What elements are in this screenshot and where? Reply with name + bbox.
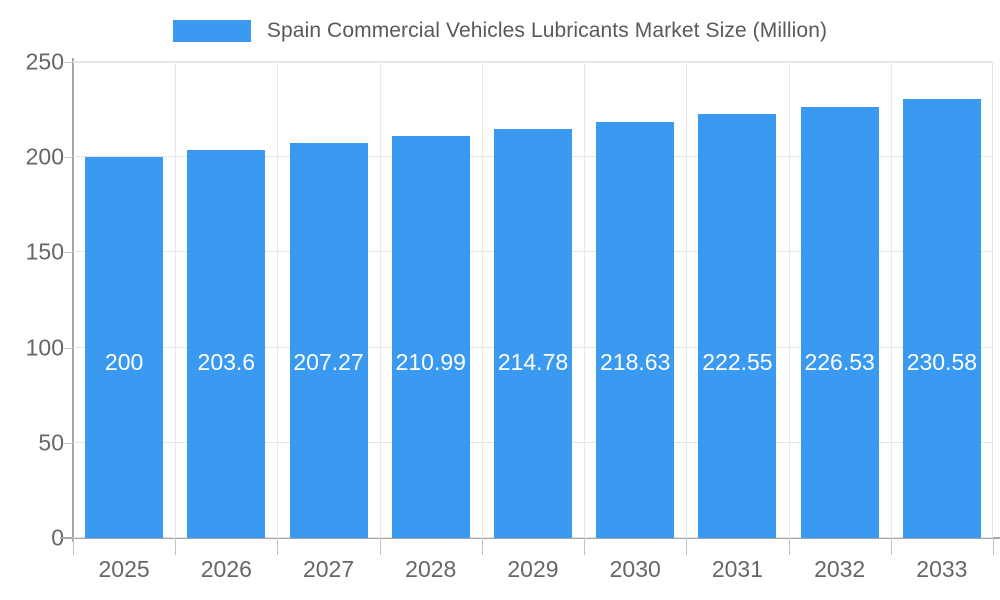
y-axis-tick-label: 250 [25,48,64,75]
bar-value-label: 207.27 [293,349,364,375]
bar-2031[interactable] [698,114,777,538]
gridline-vertical [277,63,279,538]
y-axis-ticks: 0 50 100 150 200 250 [0,50,73,549]
bar-value-label: 200 [104,349,144,375]
bar-2028[interactable] [391,136,470,538]
y-axis-tick-mark [64,252,73,254]
y-axis-line [72,58,74,542]
y-axis-tick-label: 200 [25,143,64,170]
bar-2033[interactable] [902,98,981,538]
bar-value-label: 230.58 [906,349,978,375]
bar-2030[interactable] [596,121,675,538]
bar-value-label: 214.78 [497,349,569,375]
x-axis-tick-mark [584,538,586,555]
x-axis-tick-label-2028: 2028 [405,556,457,582]
x-axis-tick-label-2026: 2026 [200,556,252,582]
gridline-vertical [686,63,688,538]
x-axis-tick-mark [788,538,790,555]
bar-2025[interactable] [85,157,164,538]
legend-item-label: Spain Commercial Vehicles Lubricants Mar… [266,19,828,42]
gridline-vertical [788,63,790,538]
x-axis-tick-mark [993,538,994,555]
x-axis-tick-label-2029: 2029 [507,556,559,582]
x-axis-tick-mark [379,538,381,555]
bar-2026[interactable] [187,150,266,538]
y-axis-tick-mark [64,62,73,63]
x-axis-tick-label-2032: 2032 [814,556,866,582]
x-axis-line [60,537,1000,539]
gridline-vertical [379,63,381,538]
x-axis-tick-mark [890,538,892,555]
y-axis-tick-mark [64,347,73,349]
plot-area: 200 203.6 207.27 210.99 214.78 218.63 222.55 22… [73,61,993,538]
bar-value-label: 218.63 [600,349,671,375]
gridline-vertical [175,63,177,538]
bar-2027[interactable] [289,143,368,538]
gridline-vertical [584,63,586,538]
bar-value-label: 203.6 [197,349,256,375]
y-axis-tick-label: 0 [51,524,64,551]
x-axis-tick-label-2030: 2030 [609,556,661,582]
gridline-horizontal [73,61,992,62]
bar-2029[interactable] [494,129,572,538]
legend-color-swatch [172,20,251,42]
gridline-vertical [890,63,892,538]
y-axis-tick-label: 100 [25,334,64,361]
x-axis-tick-mark [481,538,483,555]
x-axis-tick-label-2031: 2031 [711,556,764,582]
x-axis-tick-mark [686,538,688,555]
bar-value-label: 210.99 [395,349,466,375]
y-axis-tick-label: 150 [25,238,64,265]
y-axis-tick-label: 50 [38,429,64,456]
x-axis-tick-label-2033: 2033 [916,556,968,582]
x-axis-tick-label-2025: 2025 [98,556,150,582]
y-axis-tick-mark [64,157,73,159]
y-axis-tick-mark [64,442,73,444]
x-axis-tick-mark [277,538,279,555]
gridline-vertical [481,63,483,538]
x-axis-tick-label-2027: 2027 [302,556,355,582]
bar-value-label: 226.53 [804,349,875,375]
x-axis-tick-mark [175,538,177,555]
bar-value-label: 222.55 [702,349,773,375]
x-axis-tick-mark [73,538,74,555]
bar-2032[interactable] [800,106,879,538]
legend-item-0[interactable]: Spain Commercial Vehicles Lubricants Mar… [172,19,828,43]
chart-legend: Spain Commercial Vehicles Lubricants Mar… [0,14,1000,48]
